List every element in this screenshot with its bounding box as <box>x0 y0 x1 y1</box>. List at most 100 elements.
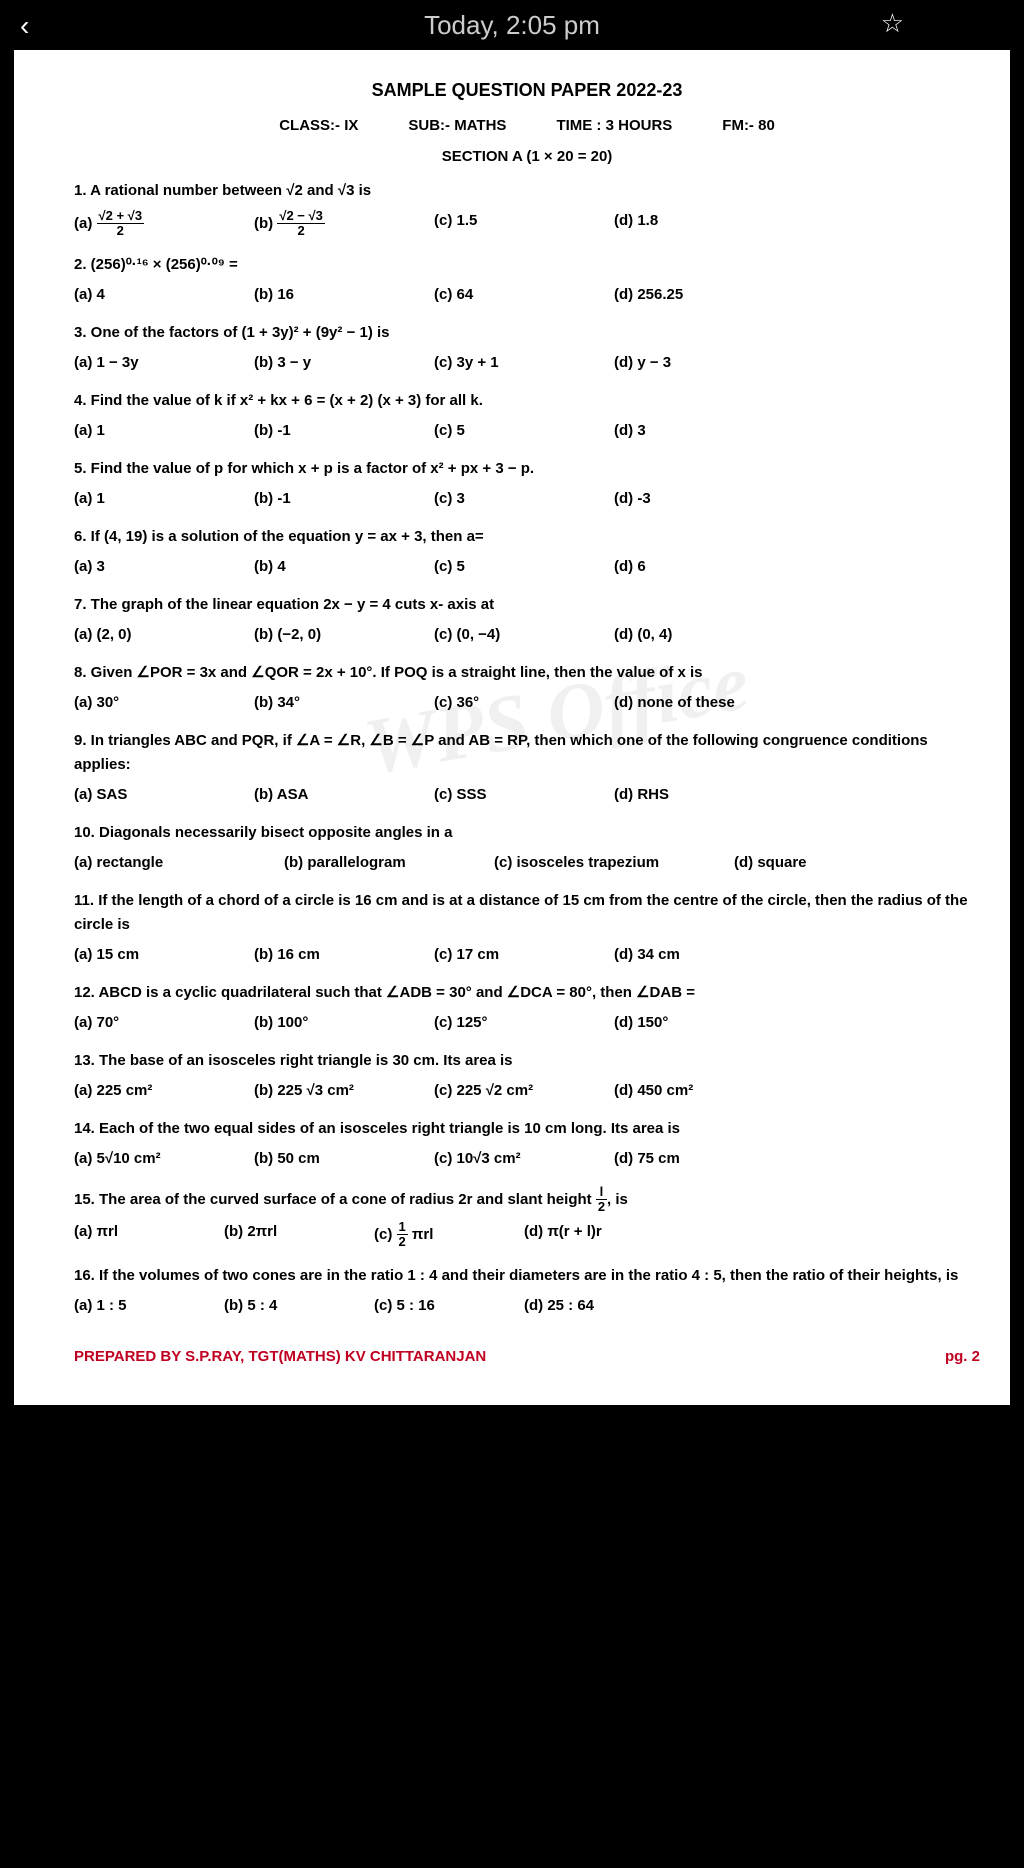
question-text: 12. ABCD is a cyclic quadrilateral such … <box>74 981 980 1005</box>
question-10: 10. Diagonals necessarily bisect opposit… <box>74 821 980 875</box>
question-text: 5. Find the value of p for which x + p i… <box>74 457 980 481</box>
option-d: (d) π(r + l)r <box>524 1220 664 1250</box>
question-text: 11. If the length of a chord of a circle… <box>74 889 980 937</box>
option-c: (c) 5 <box>434 555 604 579</box>
question-options: (a) πrl (b) 2πrl (c) 12 πrl (d) π(r + l)… <box>74 1220 980 1250</box>
option-c: (c) 10√3 cm² <box>434 1147 604 1171</box>
option-a: (a) πrl <box>74 1220 214 1250</box>
option-b: (b) (−2, 0) <box>254 623 424 647</box>
option-c: (c) 3 <box>434 487 604 511</box>
option-c: (c) 225 √2 cm² <box>434 1079 604 1103</box>
option-b: (b) parallelogram <box>284 851 484 875</box>
page-number: pg. 2 <box>945 1348 980 1365</box>
option-a: (a) 1 : 5 <box>74 1294 214 1318</box>
question-options: (a) 30° (b) 34° (c) 36° (d) none of thes… <box>74 691 980 715</box>
option-b: (b) 50 cm <box>254 1147 424 1171</box>
question-8: 8. Given ∠POR = 3x and ∠QOR = 2x + 10°. … <box>74 661 980 715</box>
option-a: (a) 225 cm² <box>74 1079 244 1103</box>
option-c: (c) 3y + 1 <box>434 351 604 375</box>
document-page: WPS Office SAMPLE QUESTION PAPER 2022-23… <box>14 50 1010 1405</box>
option-a: (a) 30° <box>74 691 244 715</box>
option-c: (c) 5 <box>434 419 604 443</box>
option-a: (a) 15 cm <box>74 943 244 967</box>
option-d: (d) none of these <box>614 691 784 715</box>
option-d: (d) y − 3 <box>614 351 784 375</box>
option-b: (b) √2 − √32 <box>254 209 424 239</box>
question-4: 4. Find the value of k if x² + kx + 6 = … <box>74 389 980 443</box>
option-a: (a) 3 <box>74 555 244 579</box>
question-9: 9. In triangles ABC and PQR, if ∠A = ∠R,… <box>74 729 980 807</box>
question-options: (a) 15 cm (b) 16 cm (c) 17 cm (d) 34 cm <box>74 943 980 967</box>
question-options: (a) 5√10 cm² (b) 50 cm (c) 10√3 cm² (d) … <box>74 1147 980 1171</box>
option-b: (b) 225 √3 cm² <box>254 1079 424 1103</box>
star-icon[interactable]: ☆ <box>881 8 904 39</box>
question-options: (a) (2, 0) (b) (−2, 0) (c) (0, −4) (d) (… <box>74 623 980 647</box>
option-d: (d) 25 : 64 <box>524 1294 664 1318</box>
option-d: (d) 150° <box>614 1011 784 1035</box>
option-b: (b) 34° <box>254 691 424 715</box>
option-a: (a) 1 <box>74 487 244 511</box>
option-c: (c) 125° <box>434 1011 604 1035</box>
paper-meta: CLASS:- IX SUB:- MATHS TIME : 3 HOURS FM… <box>74 117 980 134</box>
section-title: SECTION A (1 × 20 = 20) <box>74 148 980 165</box>
question-options: (a) √2 + √32 (b) √2 − √32 (c) 1.5 (d) 1.… <box>74 209 980 239</box>
option-b: (b) 16 <box>254 283 424 307</box>
question-text: 1. A rational number between √2 and √3 i… <box>74 179 980 203</box>
question-16: 16. If the volumes of two cones are in t… <box>74 1264 980 1318</box>
app-header: ‹ Today, 2:05 pm ☆ <box>0 0 1024 50</box>
question-text: 8. Given ∠POR = 3x and ∠QOR = 2x + 10°. … <box>74 661 980 685</box>
option-a: (a) (2, 0) <box>74 623 244 647</box>
meta-subject: SUB:- MATHS <box>408 117 506 134</box>
question-text: 10. Diagonals necessarily bisect opposit… <box>74 821 980 845</box>
question-text: 7. The graph of the linear equation 2x −… <box>74 593 980 617</box>
question-text: 4. Find the value of k if x² + kx + 6 = … <box>74 389 980 413</box>
question-6: 6. If (4, 19) is a solution of the equat… <box>74 525 980 579</box>
option-c: (c) 5 : 16 <box>374 1294 514 1318</box>
question-options: (a) 4 (b) 16 (c) 64 (d) 256.25 <box>74 283 980 307</box>
question-14: 14. Each of the two equal sides of an is… <box>74 1117 980 1171</box>
question-text: 3. One of the factors of (1 + 3y)² + (9y… <box>74 321 980 345</box>
option-c: (c) isosceles trapezium <box>494 851 724 875</box>
option-b: (b) 5 : 4 <box>224 1294 364 1318</box>
question-text: 14. Each of the two equal sides of an is… <box>74 1117 980 1141</box>
paper-title: SAMPLE QUESTION PAPER 2022-23 <box>74 80 980 101</box>
question-options: (a) SAS (b) ASA (c) SSS (d) RHS <box>74 783 980 807</box>
option-d: (d) square <box>734 851 934 875</box>
option-b: (b) 16 cm <box>254 943 424 967</box>
question-text: 2. (256)⁰·¹⁶ × (256)⁰·⁰⁹ = <box>74 253 980 277</box>
option-b: (b) 100° <box>254 1011 424 1035</box>
question-7: 7. The graph of the linear equation 2x −… <box>74 593 980 647</box>
option-a: (a) √2 + √32 <box>74 209 244 239</box>
option-c: (c) 17 cm <box>434 943 604 967</box>
option-c: (c) SSS <box>434 783 604 807</box>
prepared-by: PREPARED BY S.P.RAY, TGT(MATHS) KV CHITT… <box>74 1348 486 1365</box>
question-text: 6. If (4, 19) is a solution of the equat… <box>74 525 980 549</box>
meta-class: CLASS:- IX <box>279 117 358 134</box>
question-15: 15. The area of the curved surface of a … <box>74 1185 980 1250</box>
question-options: (a) 3 (b) 4 (c) 5 (d) 6 <box>74 555 980 579</box>
meta-time: TIME : 3 HOURS <box>556 117 672 134</box>
option-d: (d) 256.25 <box>614 283 784 307</box>
option-c: (c) 12 πrl <box>374 1220 514 1250</box>
option-b: (b) 4 <box>254 555 424 579</box>
meta-fm: FM:- 80 <box>722 117 775 134</box>
question-options: (a) 1 (b) -1 (c) 3 (d) -3 <box>74 487 980 511</box>
question-2: 2. (256)⁰·¹⁶ × (256)⁰·⁰⁹ = (a) 4 (b) 16 … <box>74 253 980 307</box>
question-13: 13. The base of an isosceles right trian… <box>74 1049 980 1103</box>
viewer-footer <box>0 1405 1024 1545</box>
option-d: (d) 1.8 <box>614 209 784 239</box>
question-5: 5. Find the value of p for which x + p i… <box>74 457 980 511</box>
header-title: Today, 2:05 pm <box>424 10 600 41</box>
option-d: (d) 34 cm <box>614 943 784 967</box>
back-icon[interactable]: ‹ <box>20 10 29 42</box>
option-a: (a) rectangle <box>74 851 274 875</box>
question-3: 3. One of the factors of (1 + 3y)² + (9y… <box>74 321 980 375</box>
question-options: (a) 1 (b) -1 (c) 5 (d) 3 <box>74 419 980 443</box>
option-b: (b) 3 − y <box>254 351 424 375</box>
question-text: 15. The area of the curved surface of a … <box>74 1185 980 1215</box>
option-a: (a) 70° <box>74 1011 244 1035</box>
option-b: (b) -1 <box>254 487 424 511</box>
option-b: (b) 2πrl <box>224 1220 364 1250</box>
option-d: (d) (0, 4) <box>614 623 784 647</box>
option-a: (a) 5√10 cm² <box>74 1147 244 1171</box>
